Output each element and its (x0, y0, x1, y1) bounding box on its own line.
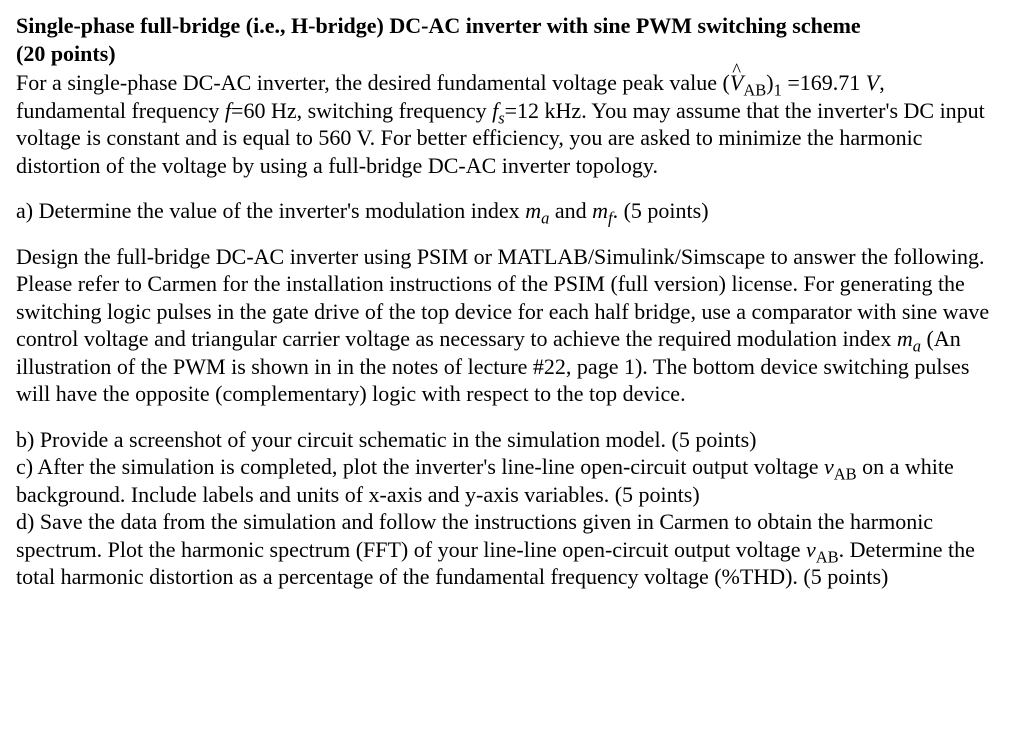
problem-title: Single-phase full-bridge (i.e., H-bridge… (16, 12, 1000, 40)
intro-close-paren: ) (766, 70, 773, 95)
mf-symbol: m (592, 198, 608, 223)
intro-paragraph: For a single-phase DC-AC inverter, the d… (16, 69, 1000, 179)
problem-points: (20 points) (16, 40, 1000, 68)
part-d-v-symbol: v (806, 537, 816, 562)
design-ma-symbol: m (897, 326, 913, 351)
intro-text-3: , switching frequency (297, 98, 493, 123)
parts-b-c-d: b) Provide a screenshot of your circuit … (16, 426, 1000, 591)
part-a-pre: a) Determine the value of the inverter's… (16, 198, 525, 223)
part-c-v-subscript: AB (834, 464, 857, 483)
part-a-post: . (5 points) (613, 198, 709, 223)
part-a-and: and (549, 198, 592, 223)
design-text-1: Design the full-bridge DC-AC inverter us… (16, 244, 989, 352)
part-c-v-symbol: v (824, 454, 834, 479)
intro-eq1: =169.71 (782, 70, 866, 95)
ma-symbol: m (525, 198, 541, 223)
document-root: Single-phase full-bridge (i.e., H-bridge… (16, 12, 1000, 591)
intro-text-1: For a single-phase DC-AC inverter, the d… (16, 70, 730, 95)
v-unit: V (866, 70, 879, 95)
v-hat-symbol: V (730, 69, 743, 97)
part-b-text: b) Provide a screenshot of your circuit … (16, 427, 757, 452)
part-c-pre: c) After the simulation is completed, pl… (16, 454, 824, 479)
part-a: a) Determine the value of the inverter's… (16, 197, 1000, 225)
f-eq: =60 Hz (231, 98, 297, 123)
fs-eq: =12 kHz (505, 98, 582, 123)
part-d-pre: d) Save the data from the simulation and… (16, 509, 933, 562)
design-paragraph: Design the full-bridge DC-AC inverter us… (16, 243, 1000, 408)
